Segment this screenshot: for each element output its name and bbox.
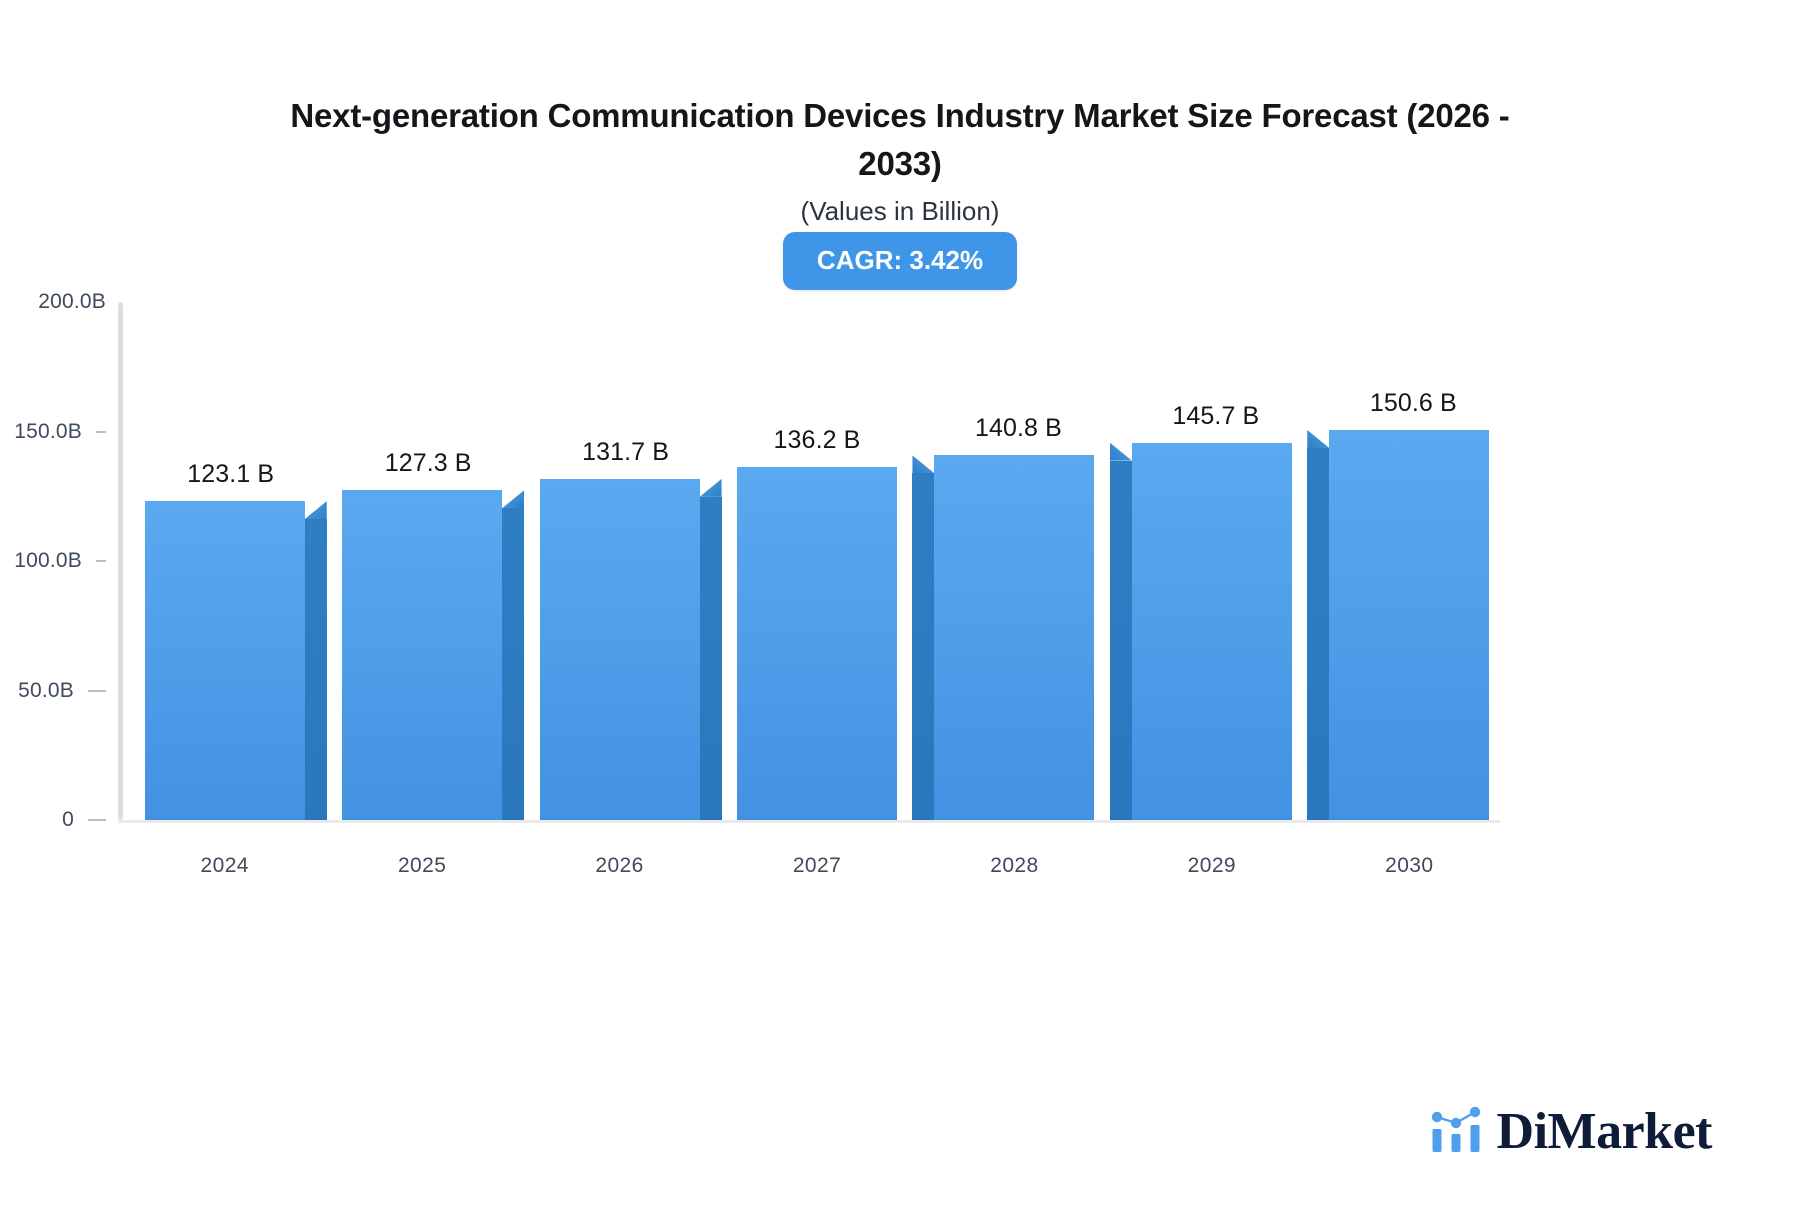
bar-value-label: 145.7 B: [1172, 401, 1260, 430]
bar-value-label: 131.7 B: [582, 437, 670, 466]
x-axis-label-2025: 2025: [397, 854, 447, 877]
cagr-badge-wrapper: CAGR: 3.42%: [0, 232, 1800, 290]
x-axis-label-2024: 2024: [200, 854, 249, 877]
bar-body: [1131, 442, 1292, 820]
y-axis-tick-mark: [88, 689, 106, 692]
y-axis-tick-mark: [88, 819, 106, 821]
bar-2024[interactable]: 123.1 B: [144, 460, 327, 820]
chart-header: Next-generation Communication Devices In…: [0, 92, 1800, 290]
bar-body: [934, 455, 1095, 820]
bar-depth-top: [304, 501, 327, 520]
bar-body: [342, 490, 503, 820]
x-axis-label-2029: 2029: [1187, 854, 1237, 877]
y-axis-tick: 100.0B: [14, 549, 118, 573]
chart-title: Next-generation Communication Devices In…: [290, 97, 1510, 182]
brand-logo: DiMarket: [1429, 1102, 1713, 1160]
bars-layer: 123.1 B 127.3 B 131.7 B 136.2 B 140.8 B 145.7…: [118, 302, 1500, 820]
y-axis-tick: 0: [62, 808, 118, 832]
bar-value-label: 123.1 B: [187, 460, 275, 489]
bar-value-label: 136.2 B: [773, 426, 861, 455]
bar-2026[interactable]: 131.7 B: [539, 438, 722, 820]
bar-2027[interactable]: 136.2 B: [737, 426, 897, 820]
y-axis-tick-label: 200.0B: [38, 290, 106, 313]
bar-chart-dots-icon: [1429, 1103, 1485, 1160]
bar-depth-top: [1307, 429, 1330, 448]
bar-body: [144, 501, 305, 820]
bar-value-label: 127.3 B: [384, 449, 472, 478]
bar-depth-face: [912, 473, 935, 820]
bar-depth-top: [1109, 442, 1132, 461]
y-axis-tick: 150.0B: [14, 420, 118, 444]
x-axis-label-2027: 2027: [792, 854, 842, 877]
y-axis-tick: 50.0B: [18, 679, 118, 703]
bar-depth-face: [699, 496, 722, 820]
bar-body: [737, 467, 897, 820]
bar-value-label: 150.6 B: [1369, 388, 1457, 417]
y-axis-tick-mark: [96, 560, 106, 562]
bar-depth-face: [1307, 447, 1330, 820]
bar-2030[interactable]: 150.6 B: [1307, 389, 1490, 820]
bar-depth-face: [304, 519, 327, 820]
x-axis-line: [118, 820, 1500, 823]
bar-depth-top: [502, 490, 525, 509]
bar-2025[interactable]: 127.3 B: [342, 449, 525, 820]
bar-depth-top: [912, 455, 935, 474]
y-axis-tick-label: 0: [62, 808, 74, 831]
y-axis-line: [118, 302, 123, 820]
bar-value-label: 140.8 B: [974, 414, 1062, 443]
x-axis-label-2028: 2028: [990, 854, 1039, 877]
y-axis-tick-mark: [96, 430, 106, 433]
bar-2029[interactable]: 145.7 B: [1109, 402, 1292, 820]
bar-depth-face: [502, 508, 525, 820]
bar-depth-face: [1109, 460, 1132, 820]
x-axis-label-2030: 2030: [1385, 854, 1434, 877]
cagr-badge: CAGR: 3.42%: [782, 232, 1018, 290]
brand-name: DiMarket: [1496, 1102, 1713, 1160]
bar-depth-top: [699, 478, 722, 497]
y-axis-tick-label: 50.0B: [18, 678, 74, 702]
x-axis-label-2026: 2026: [595, 854, 644, 877]
y-axis-tick: 200.0B: [38, 290, 118, 314]
bar-2028[interactable]: 140.8 B: [912, 414, 1095, 820]
bar-body: [1329, 429, 1490, 820]
y-axis-tick-label: 150.0B: [14, 419, 82, 443]
chart-subtitle: (Values in Billion): [800, 196, 1000, 226]
y-axis-tick-label: 100.0B: [14, 549, 82, 572]
bar-body: [539, 478, 700, 820]
